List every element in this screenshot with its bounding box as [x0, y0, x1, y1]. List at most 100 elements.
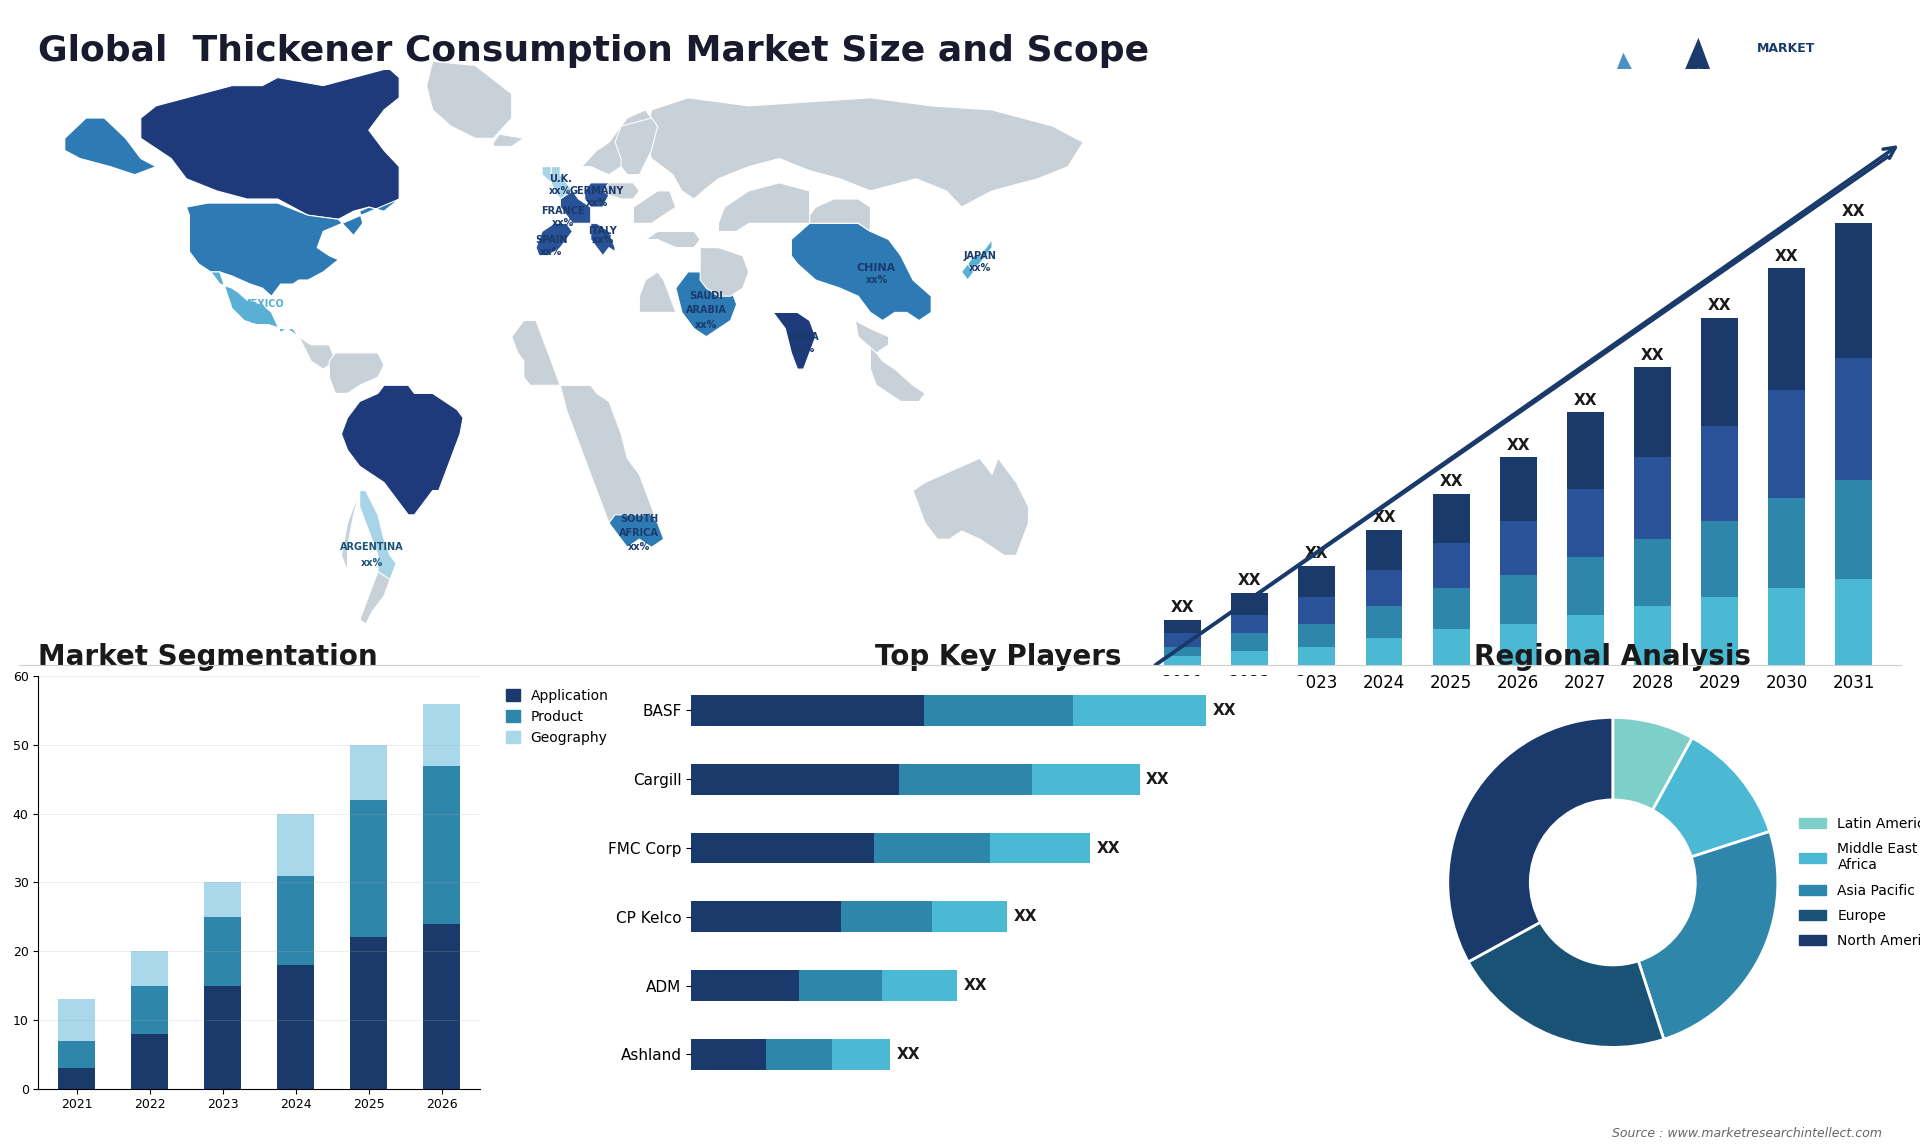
Text: FRANCE: FRANCE: [541, 206, 586, 217]
Bar: [278, 965, 315, 1089]
Polygon shape: [962, 240, 993, 272]
Bar: [131, 986, 167, 1034]
Text: xx%: xx%: [628, 542, 651, 552]
Bar: [1634, 606, 1670, 665]
Bar: [204, 882, 240, 917]
Text: U.K.: U.K.: [549, 174, 572, 183]
Bar: [833, 1039, 891, 1070]
Bar: [58, 999, 94, 1041]
Bar: [766, 1039, 833, 1070]
Text: xx%: xx%: [970, 262, 991, 273]
Polygon shape: [791, 223, 931, 321]
Bar: [131, 1034, 167, 1089]
Polygon shape: [359, 490, 396, 625]
Wedge shape: [1653, 738, 1770, 857]
Polygon shape: [1645, 38, 1743, 160]
Text: xx%: xx%: [553, 219, 574, 228]
Text: xx%: xx%: [397, 470, 419, 479]
Polygon shape: [609, 515, 664, 548]
Text: Market Segmentation: Market Segmentation: [38, 643, 378, 672]
Wedge shape: [1613, 717, 1692, 810]
Bar: [278, 814, 315, 876]
Bar: [1298, 625, 1334, 646]
Legend: Latin America, Middle East &
Africa, Asia Pacific, Europe, North America: Latin America, Middle East & Africa, Asi…: [1793, 811, 1920, 953]
Polygon shape: [1580, 53, 1667, 160]
Polygon shape: [342, 385, 463, 515]
Text: XX: XX: [1146, 771, 1169, 786]
Bar: [1768, 499, 1805, 588]
Text: XX: XX: [1774, 249, 1799, 264]
Bar: [1836, 223, 1872, 359]
Polygon shape: [1655, 68, 1711, 160]
Bar: [1634, 368, 1670, 457]
Text: XX: XX: [1642, 348, 1665, 363]
Text: XX: XX: [1440, 474, 1463, 489]
Polygon shape: [634, 191, 676, 223]
Text: GERMANY: GERMANY: [570, 186, 624, 196]
Bar: [1500, 520, 1536, 574]
Text: XX: XX: [1238, 573, 1261, 588]
Bar: [691, 763, 899, 794]
Text: CHINA: CHINA: [856, 262, 897, 273]
Text: RESEARCH: RESEARCH: [1757, 83, 1832, 95]
Bar: [58, 1041, 94, 1068]
Bar: [841, 902, 931, 933]
Text: ARGENTINA: ARGENTINA: [340, 542, 403, 552]
Bar: [924, 694, 1073, 725]
Text: XX: XX: [1171, 601, 1194, 615]
Wedge shape: [1448, 717, 1613, 961]
Bar: [691, 1039, 766, 1070]
Polygon shape: [342, 490, 390, 625]
Bar: [1298, 646, 1334, 665]
Polygon shape: [511, 321, 664, 548]
Text: xx%: xx%: [361, 558, 382, 568]
Bar: [874, 832, 991, 863]
Text: xx%: xx%: [793, 344, 814, 354]
Bar: [1634, 457, 1670, 539]
Bar: [1500, 625, 1536, 665]
Text: XX: XX: [897, 1047, 920, 1062]
Bar: [991, 832, 1091, 863]
Bar: [204, 917, 240, 986]
Polygon shape: [854, 321, 889, 353]
Polygon shape: [330, 353, 384, 393]
Polygon shape: [645, 97, 1083, 207]
Text: xx%: xx%: [695, 320, 718, 330]
Bar: [1836, 480, 1872, 579]
Polygon shape: [561, 191, 591, 223]
Polygon shape: [211, 272, 300, 337]
Polygon shape: [591, 223, 614, 256]
Bar: [1567, 615, 1603, 665]
Text: Global  Thickener Consumption Market Size and Scope: Global Thickener Consumption Market Size…: [38, 34, 1150, 69]
Bar: [1836, 359, 1872, 480]
Text: XX: XX: [1306, 547, 1329, 562]
Bar: [278, 876, 315, 965]
Bar: [1231, 615, 1269, 633]
Polygon shape: [614, 118, 657, 174]
Text: U.S.: U.S.: [261, 235, 288, 244]
Text: xx%: xx%: [221, 166, 244, 175]
Text: AFRICA: AFRICA: [620, 528, 659, 539]
Bar: [424, 924, 461, 1089]
Text: MARKET: MARKET: [1757, 41, 1816, 55]
Text: INTELLECT: INTELLECT: [1757, 124, 1824, 133]
Polygon shape: [639, 272, 676, 313]
Bar: [1701, 520, 1738, 597]
Bar: [1432, 629, 1469, 665]
Polygon shape: [645, 231, 701, 248]
Bar: [799, 971, 881, 1002]
Polygon shape: [584, 183, 609, 207]
Bar: [1231, 592, 1269, 615]
Text: BRAZIL: BRAZIL: [386, 453, 430, 463]
Text: XX: XX: [1373, 510, 1396, 525]
Text: CANADA: CANADA: [205, 146, 259, 156]
Bar: [1432, 543, 1469, 588]
Text: xx%: xx%: [866, 275, 887, 285]
Text: SOUTH: SOUTH: [620, 513, 659, 524]
Bar: [1500, 574, 1536, 625]
Polygon shape: [536, 223, 572, 256]
Bar: [1567, 489, 1603, 557]
Bar: [1231, 651, 1269, 665]
Bar: [1298, 597, 1334, 625]
Legend: Application, Product, Geography: Application, Product, Geography: [501, 683, 614, 751]
